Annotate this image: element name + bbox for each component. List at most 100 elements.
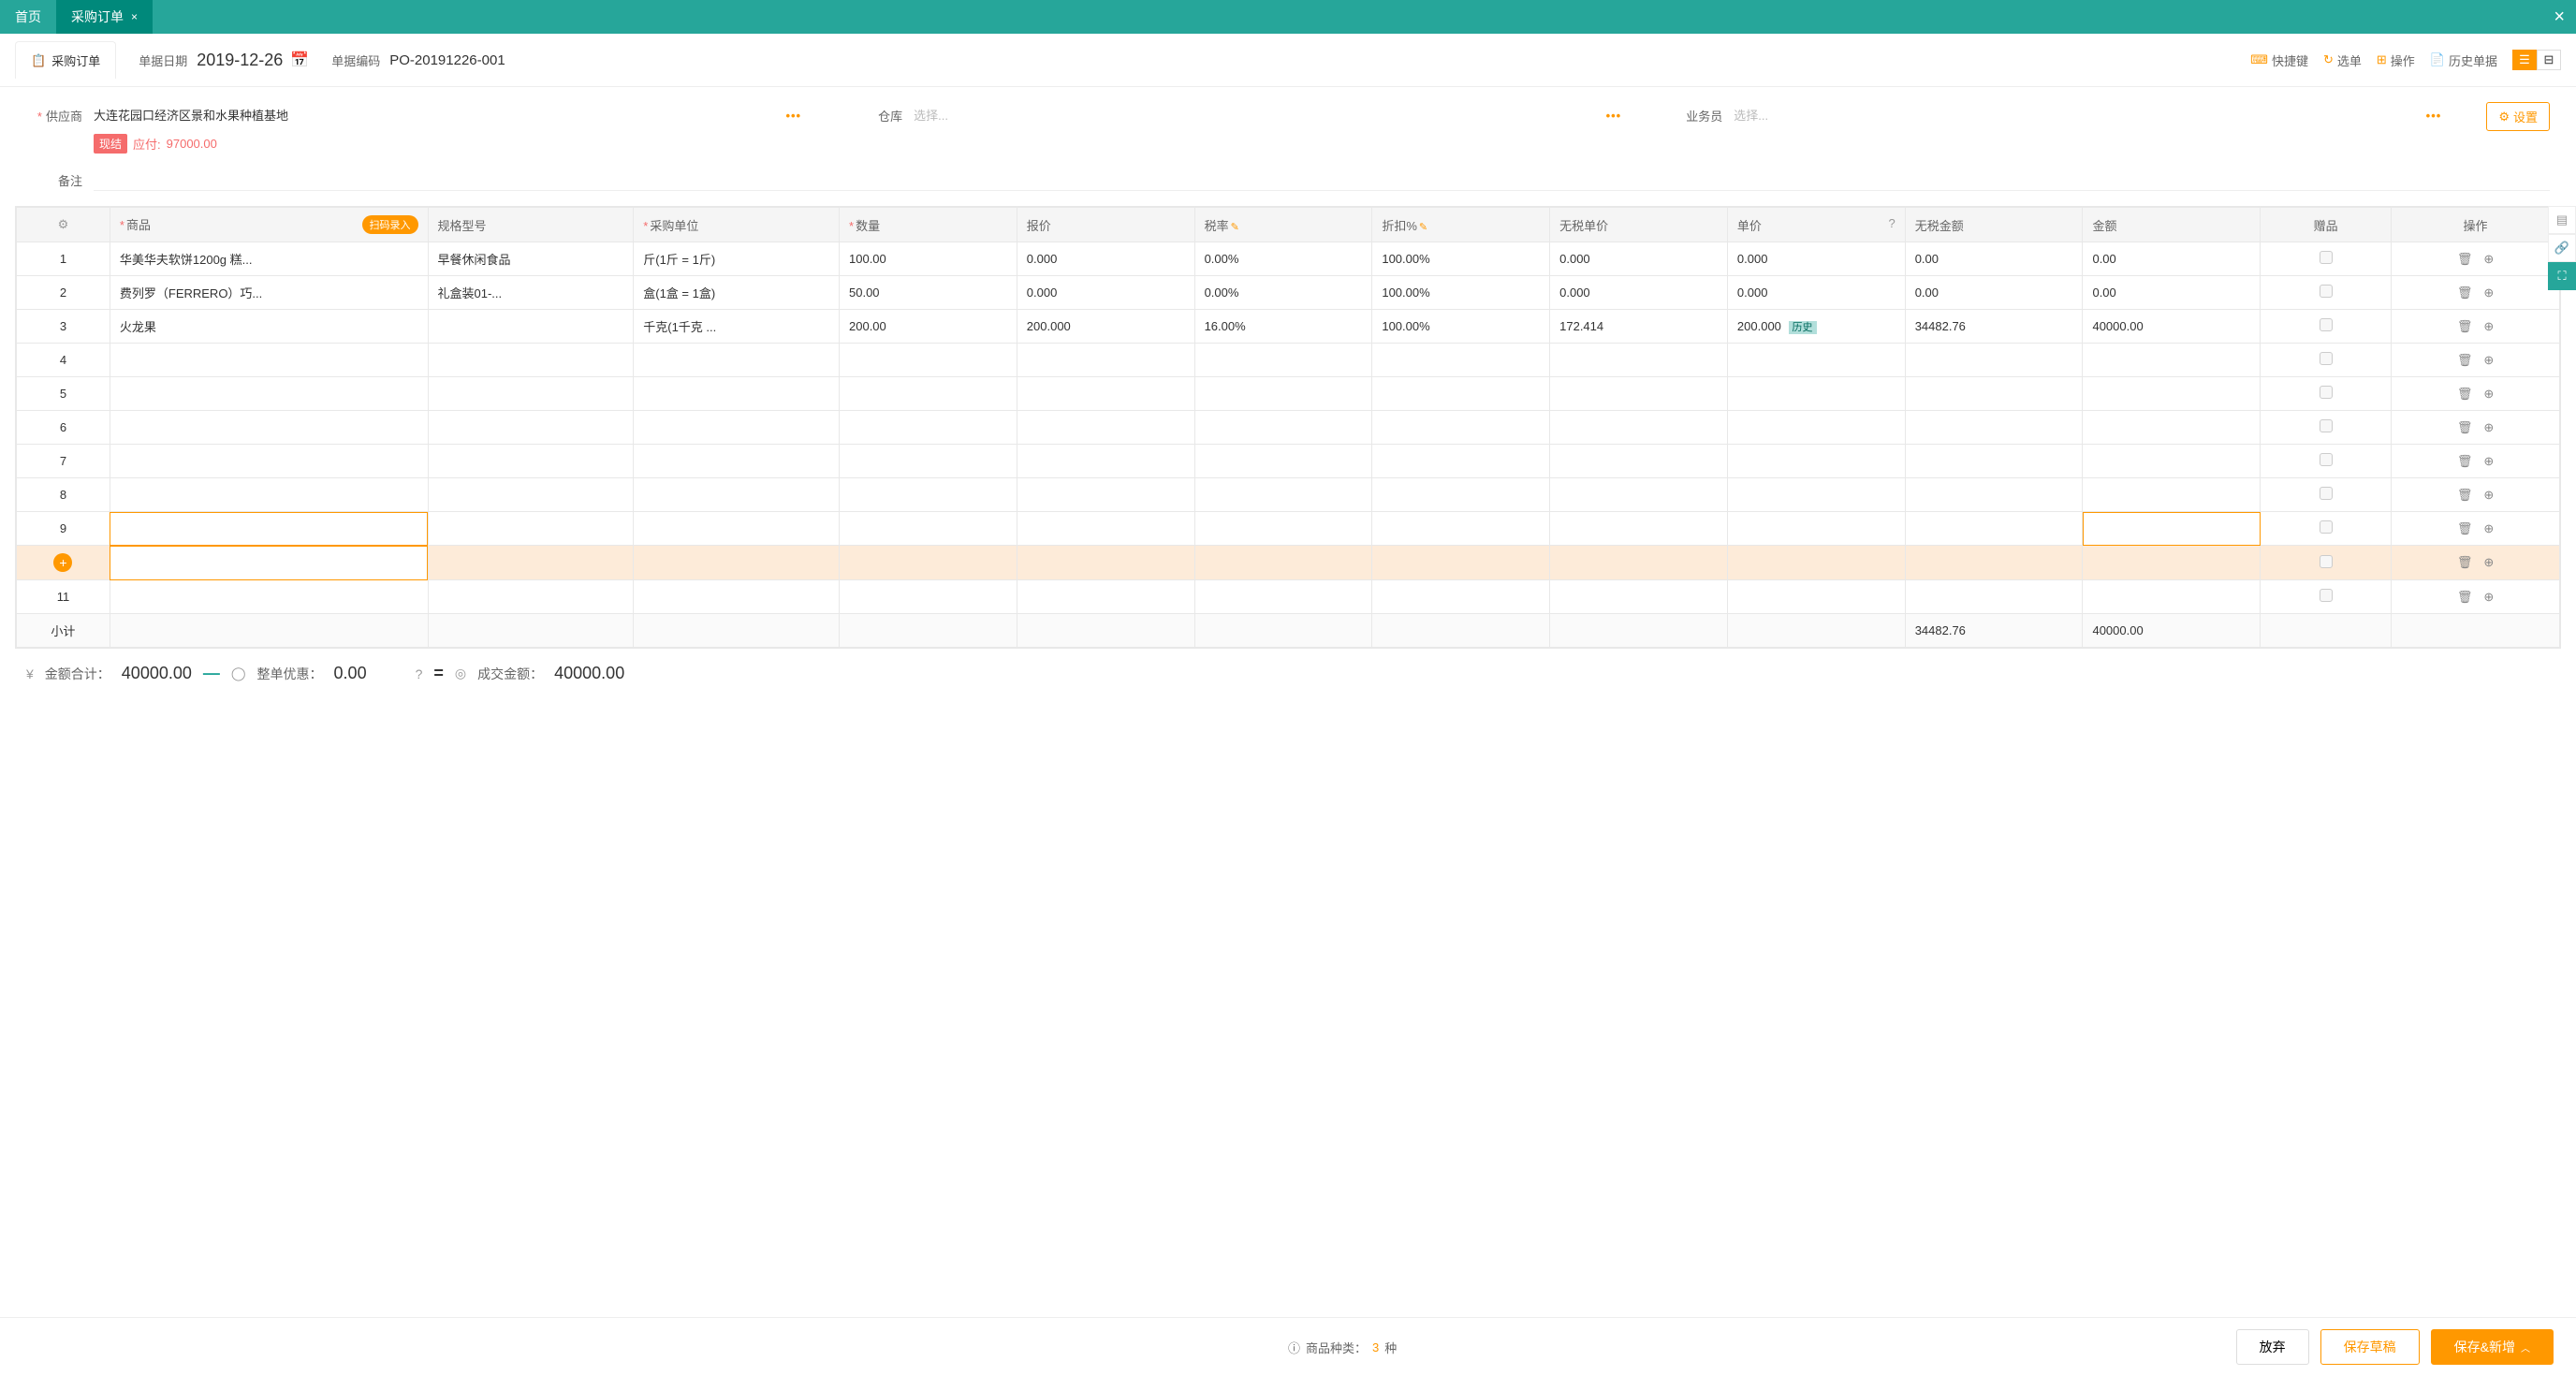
copy-icon[interactable]: ⊕ (2483, 387, 2494, 402)
qty-cell[interactable]: 50.00 (840, 276, 1017, 310)
table-row[interactable]: 1华美华夫软饼1200g 糕...早餐休闲食品斤(1斤 = 1斤)100.000… (17, 242, 2560, 276)
gift-cell[interactable] (2261, 512, 2392, 546)
product-cell[interactable]: 华美华夫软饼1200g 糕... (110, 242, 428, 276)
link-icon[interactable]: 🔗 (2548, 234, 2576, 262)
history-tag[interactable]: 历史 (1789, 321, 1817, 334)
save-draft-button[interactable]: 保存草稿 (2320, 1329, 2420, 1365)
tax-cell[interactable]: 16.00% (1194, 310, 1372, 344)
table-row[interactable]: 3火龙果千克(1千克 ...200.00200.00016.00%100.00%… (17, 310, 2560, 344)
delete-icon[interactable]: 🗑 (2457, 488, 2473, 503)
unit-cell[interactable]: 千克(1千克 ... (634, 310, 840, 344)
save-new-button[interactable]: 保存&新增︿ (2431, 1329, 2554, 1365)
copy-icon[interactable]: ⊕ (2483, 488, 2494, 503)
copy-icon[interactable]: ⊕ (2483, 590, 2494, 605)
remark-input[interactable] (94, 168, 2550, 191)
copy-icon[interactable]: ⊕ (2483, 285, 2494, 300)
add-row-button[interactable]: + (17, 546, 110, 580)
product-cell[interactable] (110, 546, 428, 580)
copy-icon[interactable]: ⊕ (2483, 454, 2494, 469)
table-row[interactable]: 9🗑⊕ (17, 512, 2560, 546)
edit-icon[interactable]: ✎ (1231, 222, 1239, 233)
card-view-button[interactable]: ⊟ (2537, 50, 2561, 70)
delete-icon[interactable]: 🗑 (2457, 555, 2473, 570)
discount-cell[interactable]: 100.00% (1372, 242, 1550, 276)
gift-cell[interactable] (2261, 411, 2392, 445)
doc-type-tab[interactable]: 📋 采购订单 (15, 41, 116, 79)
table-row[interactable]: 2费列罗（FERRERO）巧...礼盒装01-...盒(1盒 = 1盒)50.0… (17, 276, 2560, 310)
gift-cell[interactable] (2261, 276, 2392, 310)
calendar-icon[interactable]: 📅 (290, 51, 309, 69)
price-cell[interactable]: 0.000 (1727, 242, 1905, 276)
list-view-button[interactable]: ☰ (2512, 50, 2537, 70)
price-cell[interactable]: 0.000 (1727, 276, 1905, 310)
gift-cell[interactable] (2261, 377, 2392, 411)
tab-purchase-order[interactable]: 采购订单 × (56, 0, 153, 34)
table-row[interactable]: 7🗑⊕ (17, 445, 2560, 478)
window-close-icon[interactable]: × (2554, 7, 2565, 28)
quote-cell[interactable]: 0.000 (1017, 242, 1194, 276)
gift-cell[interactable] (2261, 242, 2392, 276)
tax-cell[interactable]: 0.00% (1194, 276, 1372, 310)
product-cell[interactable]: 费列罗（FERRERO）巧... (110, 276, 428, 310)
delete-icon[interactable]: 🗑 (2457, 420, 2473, 435)
delete-icon[interactable]: 🗑 (2457, 285, 2473, 300)
note-icon[interactable]: ▤ (2548, 206, 2576, 234)
copy-icon[interactable]: ⊕ (2483, 555, 2494, 570)
delete-icon[interactable]: 🗑 (2457, 252, 2473, 267)
gift-cell[interactable] (2261, 344, 2392, 377)
delete-icon[interactable]: 🗑 (2457, 387, 2473, 402)
tab-home[interactable]: 首页 (0, 0, 56, 34)
table-row[interactable]: 5🗑⊕ (17, 377, 2560, 411)
settings-button[interactable]: ⚙ 设置 (2486, 102, 2550, 131)
delete-icon[interactable]: 🗑 (2457, 454, 2473, 469)
operations-button[interactable]: ⊞操作 (2377, 51, 2415, 69)
gift-cell[interactable] (2261, 310, 2392, 344)
delete-icon[interactable]: 🗑 (2457, 590, 2473, 605)
close-icon[interactable]: × (131, 10, 138, 23)
select-order-button[interactable]: ↻选单 (2323, 51, 2362, 69)
discard-button[interactable]: 放弃 (2236, 1329, 2309, 1365)
date-value[interactable]: 2019-12-26 (197, 51, 283, 70)
pricenotax-cell[interactable]: 0.000 (1550, 276, 1728, 310)
help-icon[interactable]: ? (416, 666, 423, 681)
copy-icon[interactable]: ⊕ (2483, 252, 2494, 267)
gift-cell[interactable] (2261, 546, 2392, 580)
quote-cell[interactable]: 0.000 (1017, 276, 1194, 310)
scan-badge[interactable]: 扫码录入 (362, 215, 418, 234)
tax-cell[interactable]: 0.00% (1194, 242, 1372, 276)
pricenotax-cell[interactable]: 0.000 (1550, 242, 1728, 276)
edit-icon[interactable]: ✎ (1419, 222, 1427, 233)
settings-col-header[interactable]: ⚙ (17, 208, 110, 242)
supplier-input[interactable]: 大连花园口经济区景和水果种植基地 (94, 102, 288, 128)
history-button[interactable]: 📄历史单据 (2430, 51, 2497, 69)
delete-icon[interactable]: 🗑 (2457, 353, 2473, 368)
table-row[interactable]: 6🗑⊕ (17, 411, 2560, 445)
discount-value[interactable]: 0.00 (334, 664, 367, 683)
warehouse-input[interactable]: 选择... (914, 102, 1101, 128)
spec-cell[interactable] (428, 310, 634, 344)
unit-cell[interactable]: 盒(1盒 = 1盒) (634, 276, 840, 310)
copy-icon[interactable]: ⊕ (2483, 420, 2494, 435)
table-row[interactable]: 11🗑⊕ (17, 580, 2560, 614)
price-cell[interactable]: 200.000 历史 (1727, 310, 1905, 344)
copy-icon[interactable]: ⊕ (2483, 319, 2494, 334)
supplier-picker-icon[interactable]: ••• (778, 109, 809, 123)
copy-icon[interactable]: ⊕ (2483, 521, 2494, 536)
clerk-input[interactable]: 选择... (1734, 102, 1921, 128)
product-cell[interactable] (110, 512, 428, 546)
pricenotax-cell[interactable]: 172.414 (1550, 310, 1728, 344)
discount-cell[interactable]: 100.00% (1372, 310, 1550, 344)
gift-cell[interactable] (2261, 478, 2392, 512)
product-cell[interactable]: 火龙果 (110, 310, 428, 344)
amount-cell[interactable] (2083, 512, 2261, 546)
add-row[interactable]: + 🗑 ⊕ (17, 546, 2560, 580)
shortcut-button[interactable]: ⌨快捷键 (2250, 51, 2308, 69)
spec-cell[interactable]: 早餐休闲食品 (428, 242, 634, 276)
delete-icon[interactable]: 🗑 (2457, 521, 2473, 536)
quote-cell[interactable]: 200.000 (1017, 310, 1194, 344)
help-icon[interactable]: ? (1888, 216, 1895, 230)
qty-cell[interactable]: 200.00 (840, 310, 1017, 344)
expand-icon[interactable]: ⛶ (2548, 262, 2576, 290)
table-row[interactable]: 8🗑⊕ (17, 478, 2560, 512)
clerk-picker-icon[interactable]: ••• (2419, 109, 2450, 123)
